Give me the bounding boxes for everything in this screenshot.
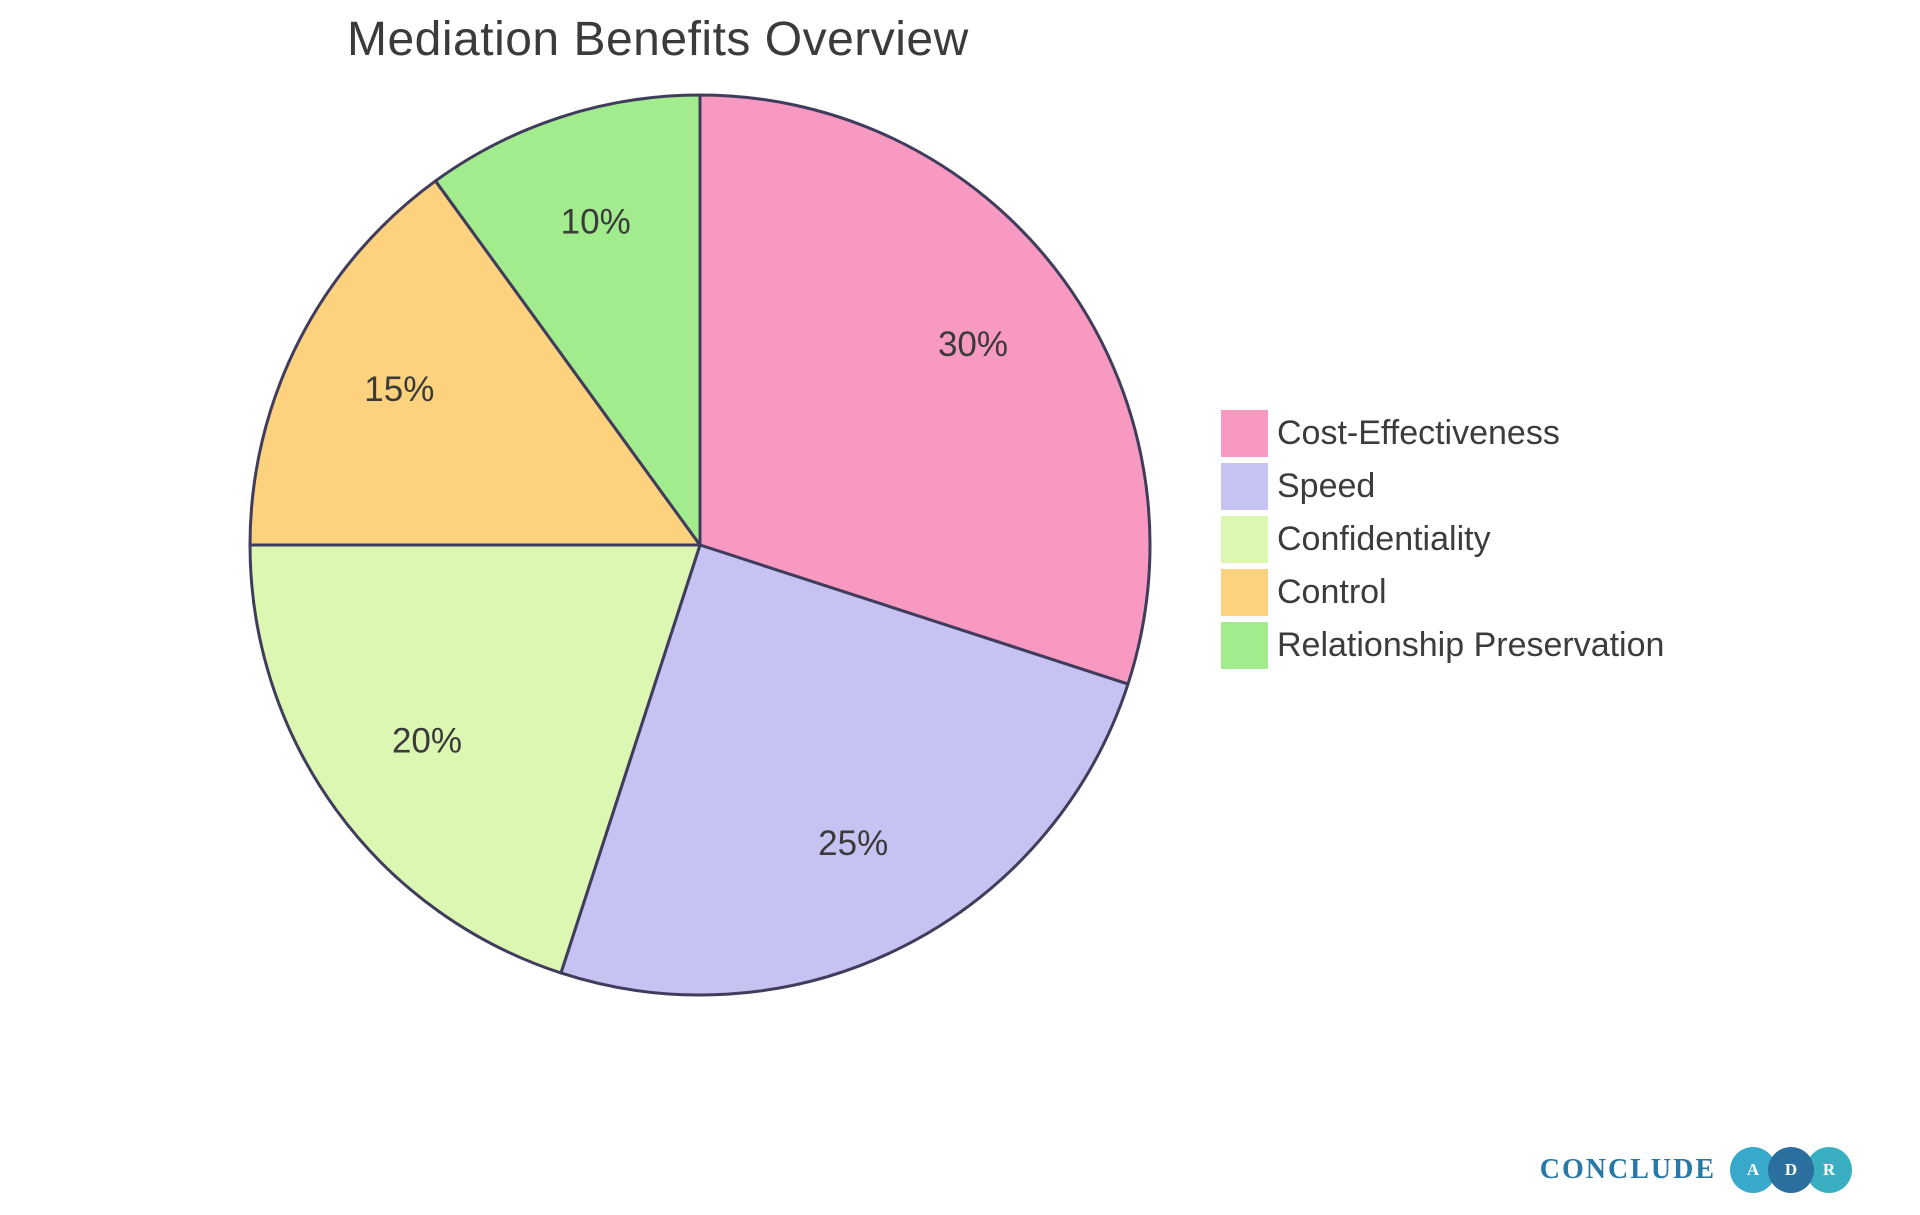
- legend-item: Speed: [1221, 463, 1664, 510]
- slice-value-label: 20%: [392, 722, 462, 761]
- legend-item: Control: [1221, 569, 1664, 616]
- legend: Cost-Effectiveness Speed Confidentiality Co…: [1221, 410, 1664, 675]
- slice-value-label: 15%: [364, 370, 434, 409]
- legend-item: Cost-Effectiveness: [1221, 410, 1664, 457]
- chart-title: Mediation Benefits Overview: [347, 13, 969, 66]
- branding-badge-d: D: [1768, 1147, 1814, 1193]
- legend-swatch: [1221, 463, 1268, 510]
- branding-badge-r: R: [1806, 1147, 1852, 1193]
- pie-slice-1: [559, 543, 1130, 997]
- legend-label: Relationship Preservation: [1277, 626, 1665, 664]
- legend-label: Speed: [1277, 467, 1376, 505]
- pie-slice-0: [698, 93, 1152, 686]
- legend-swatch: [1221, 516, 1268, 563]
- legend-label: Confidentiality: [1277, 520, 1491, 558]
- legend-label: Cost-Effectiveness: [1277, 414, 1560, 452]
- legend-swatch: [1221, 410, 1268, 457]
- slice-value-label: 10%: [561, 202, 631, 241]
- branding-wordmark: CONCLUDE: [1539, 1154, 1716, 1185]
- pie-slice-4: [434, 93, 702, 547]
- slice-value-label: 25%: [818, 824, 888, 863]
- pie-slice-2: [248, 543, 702, 975]
- legend-label: Control: [1277, 573, 1387, 611]
- legend-swatch: [1221, 622, 1268, 669]
- legend-item: Relationship Preservation: [1221, 622, 1664, 669]
- slice-value-label: 30%: [938, 325, 1008, 364]
- pie-slice-3: [248, 179, 702, 547]
- legend-swatch: [1221, 569, 1268, 616]
- legend-item: Confidentiality: [1221, 516, 1664, 563]
